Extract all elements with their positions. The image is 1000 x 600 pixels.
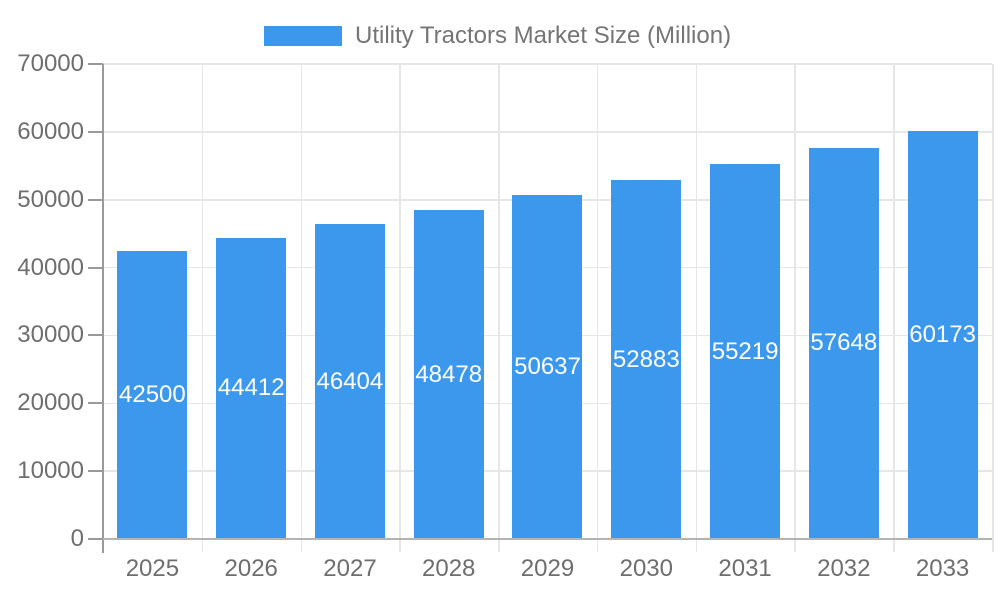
y-tick [88,402,103,405]
bar-2032[interactable] [808,147,879,539]
y-tick-label: 30000 [17,321,84,349]
y-tick [88,470,103,473]
legend-swatch [264,26,342,46]
bar-2031[interactable] [710,164,781,539]
v-gridline [596,64,599,539]
x-tick [498,539,500,552]
x-tick-label: 2028 [422,555,476,582]
x-tick [201,539,204,552]
x-tick-label: 2031 [718,555,772,582]
bar-2026[interactable] [216,237,287,539]
bar-2027[interactable] [314,224,385,539]
x-tick-label: 2026 [224,555,278,582]
bar-2028[interactable] [413,210,484,539]
y-tick-label: 0 [70,525,84,552]
v-gridline [498,64,500,539]
y-tick-label: 70000 [17,50,84,77]
bar-value-label: 42500 [119,380,186,408]
y-axis-line [102,64,104,553]
v-gridline [201,64,204,539]
bar-value-label: 44412 [217,374,285,402]
v-gridline [399,64,401,539]
bar-2030[interactable] [611,180,682,539]
y-tick-label: 50000 [17,185,84,213]
x-tick-label: 2032 [817,555,871,582]
y-tick [88,538,103,540]
x-tick [399,539,401,552]
y-tick-label: 10000 [17,457,84,485]
bar-value-label: 48478 [415,360,483,388]
h-gridline [103,63,992,65]
v-gridline [794,64,796,539]
h-gridline [103,131,992,133]
v-gridline [992,64,994,539]
x-tick-label: 2033 [915,555,970,582]
x-tick [300,539,303,552]
bar-value-label: 46404 [316,367,384,395]
x-tick [695,539,698,552]
y-tick-label: 60000 [17,117,84,145]
legend-item[interactable]: Utility Tractors Market Size (Million) [264,24,731,48]
legend-label: Utility Tractors Market Size (Million) [355,22,732,49]
bar-2025[interactable] [117,250,188,539]
bar-value-label: 52883 [612,345,680,373]
bar-2029[interactable] [512,195,583,539]
x-tick-label: 2029 [520,555,575,582]
x-tick-label: 2025 [125,555,180,582]
x-tick [893,539,895,552]
y-tick [88,198,103,201]
bar-value-label: 50637 [514,353,581,381]
x-tick [992,539,994,552]
y-tick [88,63,103,65]
bar-value-label: 60173 [909,320,976,348]
bar-value-label: 57648 [810,329,878,357]
v-gridline [695,64,698,539]
x-tick-label: 2027 [323,555,377,582]
v-gridline [300,64,303,539]
y-tick [88,130,103,133]
y-tick [88,266,103,269]
x-tick-label: 2030 [619,555,673,582]
x-tick [596,539,599,552]
bar-value-label: 55219 [711,337,779,365]
y-tick-label: 20000 [17,389,84,417]
y-tick-label: 40000 [17,253,84,281]
v-gridline [893,64,895,539]
y-tick [88,334,103,337]
x-tick [794,539,796,552]
